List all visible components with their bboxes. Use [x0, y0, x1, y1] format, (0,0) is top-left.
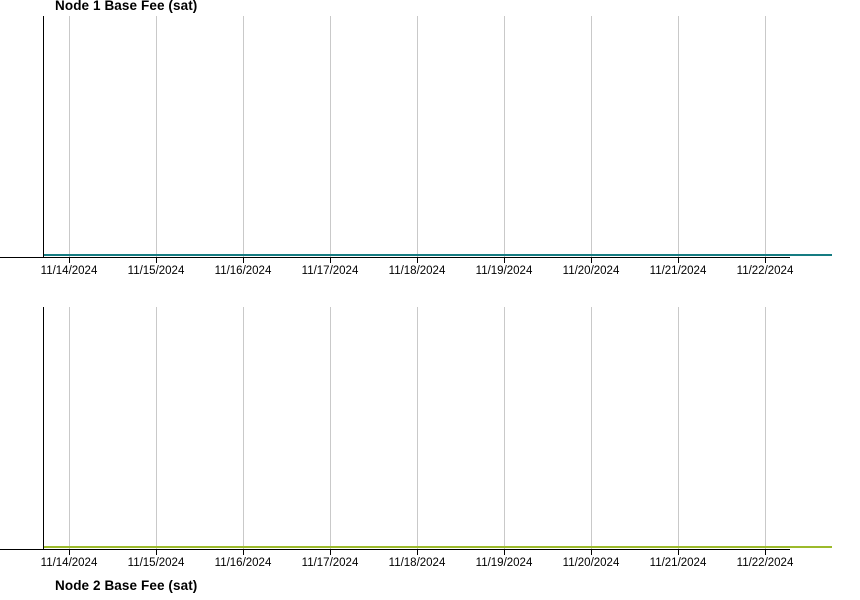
- gridline-11-20-2024: [591, 16, 592, 257]
- x-tick-label: 11/14/2024: [40, 265, 98, 277]
- x-tick-label: 11/21/2024: [649, 557, 707, 569]
- chart-title-node-1: Node 1 Base Fee (sat): [55, 0, 198, 13]
- x-tick-label: 11/15/2024: [127, 557, 185, 569]
- x-axis-spine-node-2: [0, 549, 790, 550]
- x-tick-mark: [678, 258, 679, 263]
- gridline-11-18-2024: [417, 307, 418, 549]
- gridline-11-22-2024: [765, 16, 766, 257]
- x-tick-mark: [504, 258, 505, 263]
- x-tick-label: 11/19/2024: [475, 265, 533, 277]
- gridline-11-21-2024: [678, 16, 679, 257]
- gridline-11-22-2024: [765, 307, 766, 549]
- x-tick-label: 11/20/2024: [562, 265, 620, 277]
- gridline-11-19-2024: [504, 307, 505, 549]
- y-axis-spine-node-1: [43, 16, 44, 257]
- x-tick-mark: [765, 258, 766, 263]
- gridline-11-17-2024: [330, 16, 331, 257]
- gridline-11-21-2024: [678, 307, 679, 549]
- x-tick-label: 11/22/2024: [736, 557, 794, 569]
- x-tick-mark: [243, 550, 244, 555]
- x-tick-label: 11/18/2024: [388, 265, 446, 277]
- x-tick-label: 11/18/2024: [388, 557, 446, 569]
- x-tick-mark: [591, 550, 592, 555]
- gridline-11-16-2024: [243, 307, 244, 549]
- x-tick-mark: [330, 550, 331, 555]
- chart-title-node-2: Node 2 Base Fee (sat): [55, 578, 198, 593]
- x-tick-mark: [417, 550, 418, 555]
- gridline-11-15-2024: [156, 307, 157, 549]
- x-tick-label: 11/16/2024: [214, 265, 272, 277]
- x-tick-label: 11/20/2024: [562, 557, 620, 569]
- x-tick-label: 11/16/2024: [214, 557, 272, 569]
- x-tick-mark: [504, 550, 505, 555]
- chart-panel-node-1: Node 1 Base Fee (sat) 11/14/2024 11/15/20…: [0, 0, 860, 290]
- plot-area-node-2: [43, 307, 833, 549]
- gridline-11-17-2024: [330, 307, 331, 549]
- x-tick-mark: [69, 550, 70, 555]
- y-axis-spine-node-2: [43, 307, 44, 549]
- x-tick-mark: [243, 258, 244, 263]
- x-tick-mark: [591, 258, 592, 263]
- x-tick-mark: [765, 550, 766, 555]
- chart-panel-node-2: Node 2 Base Fee (sat) 11/14/2024 11/15/20…: [0, 290, 860, 600]
- gridline-11-16-2024: [243, 16, 244, 257]
- gridline-11-15-2024: [156, 16, 157, 257]
- x-tick-mark: [156, 550, 157, 555]
- gridline-11-19-2024: [504, 16, 505, 257]
- x-tick-mark: [69, 258, 70, 263]
- x-tick-mark: [330, 258, 331, 263]
- gridline-11-14-2024: [69, 307, 70, 549]
- plot-area-node-1: [43, 16, 833, 257]
- gridline-11-20-2024: [591, 307, 592, 549]
- x-tick-mark: [417, 258, 418, 263]
- x-tick-label: 11/17/2024: [301, 265, 359, 277]
- series-line-node-2: [44, 546, 832, 548]
- gridline-11-14-2024: [69, 16, 70, 257]
- x-axis-spine-node-1: [0, 257, 790, 258]
- x-tick-label: 11/22/2024: [736, 265, 794, 277]
- x-tick-mark: [156, 258, 157, 263]
- x-tick-label: 11/19/2024: [475, 557, 533, 569]
- x-tick-label: 11/21/2024: [649, 265, 707, 277]
- gridline-11-18-2024: [417, 16, 418, 257]
- x-tick-label: 11/15/2024: [127, 265, 185, 277]
- series-line-node-1: [44, 254, 832, 256]
- x-tick-label: 11/17/2024: [301, 557, 359, 569]
- x-tick-label: 11/14/2024: [40, 557, 98, 569]
- x-tick-mark: [678, 550, 679, 555]
